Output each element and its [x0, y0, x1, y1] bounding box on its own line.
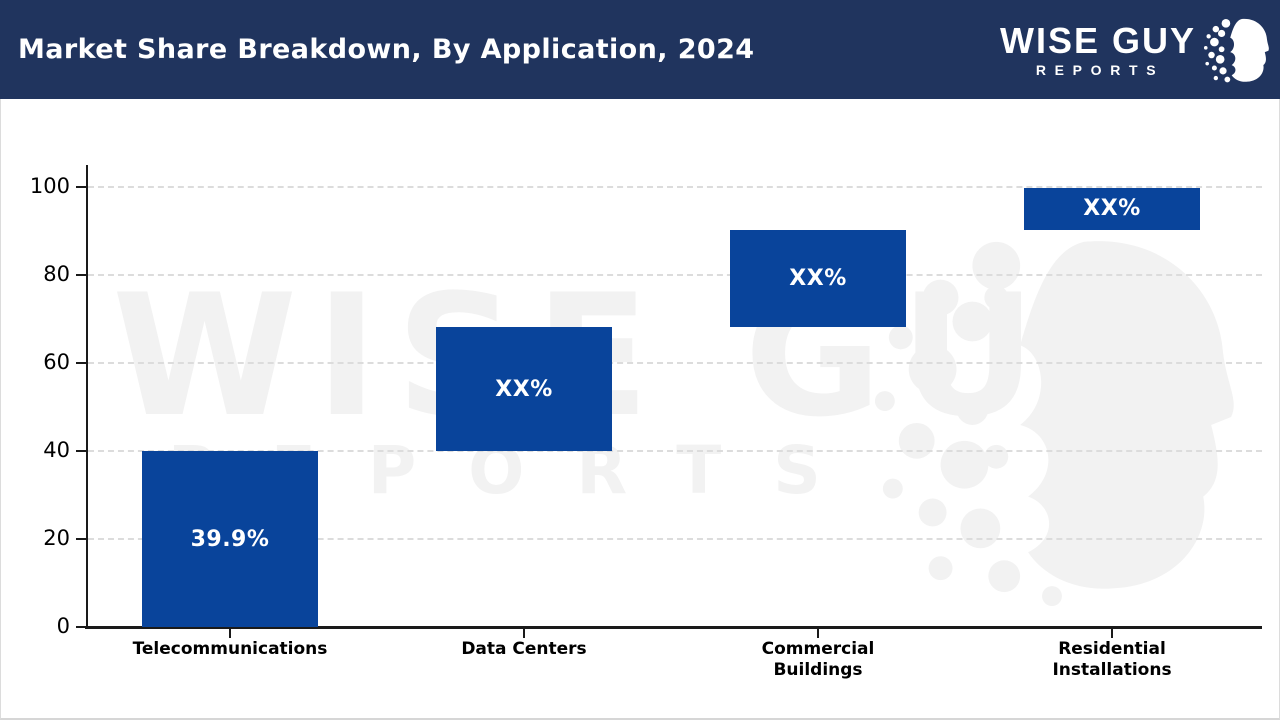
- gridline-100: [88, 186, 1262, 188]
- x-tick-mark-0: [229, 629, 231, 638]
- bar-value-label-1: XX%: [495, 376, 553, 402]
- gridline-80: [88, 274, 1262, 276]
- y-axis-line: [86, 165, 88, 629]
- bar-value-label-0: 39.9%: [190, 526, 270, 552]
- bar-value-label-2: XX%: [789, 266, 847, 292]
- x-axis-line: [85, 626, 1262, 629]
- y-tick-label-100: 100: [29, 174, 70, 198]
- brand-name-text: WISE GUY: [999, 20, 1196, 61]
- gridline-60: [88, 362, 1262, 364]
- x-tick-mark-1: [523, 629, 525, 638]
- y-tick-label-40: 40: [43, 438, 70, 462]
- y-tick-label-20: 20: [43, 526, 70, 550]
- y-tick-mark-100: [76, 186, 87, 188]
- y-tick-mark-60: [76, 362, 87, 364]
- brand-logo: WISE GUY REPORTS: [1000, 4, 1272, 96]
- y-tick-mark-40: [76, 450, 87, 452]
- gridline-20: [88, 538, 1262, 540]
- watermark-face-dots: [874, 241, 1234, 607]
- header-bar: Market Share Breakdown, By Application, …: [0, 0, 1280, 99]
- bar-2: XX%: [730, 230, 906, 328]
- y-tick-label-0: 0: [56, 614, 70, 638]
- brand-subtitle-text: REPORTS: [1035, 62, 1165, 78]
- bar-value-label-3: XX%: [1083, 196, 1141, 222]
- page-title: Market Share Breakdown, By Application, …: [18, 34, 755, 65]
- y-tick-mark-0: [76, 626, 87, 628]
- x-category-label-1: Data Centers: [461, 639, 587, 659]
- x-category-label-0: Telecommunications: [132, 639, 328, 659]
- y-tick-label-80: 80: [43, 262, 70, 286]
- brand-face-icon: [1203, 18, 1269, 83]
- x-tick-mark-3: [1111, 629, 1113, 638]
- x-tick-mark-2: [817, 629, 819, 638]
- bar-0: 39.9%: [142, 451, 318, 627]
- y-tick-label-60: 60: [43, 350, 70, 374]
- y-tick-mark-80: [76, 274, 87, 276]
- brand-wordmark: WISE GUY REPORTS: [999, 20, 1196, 78]
- bar-3: XX%: [1024, 187, 1200, 231]
- bar-1: XX%: [436, 327, 612, 452]
- gridline-40: [88, 450, 1262, 452]
- x-category-label-3: Residential Installations: [1052, 639, 1172, 680]
- x-category-label-2: Commercial Buildings: [761, 639, 875, 680]
- y-tick-mark-20: [76, 538, 87, 540]
